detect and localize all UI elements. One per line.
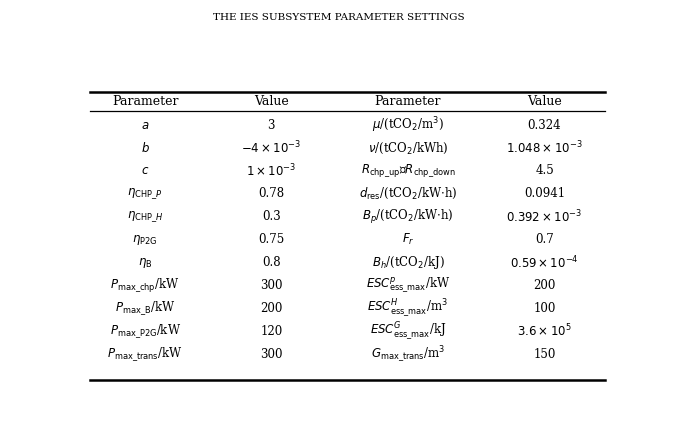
Text: Value: Value <box>254 95 289 108</box>
Text: Parameter: Parameter <box>375 95 441 108</box>
Text: $3.6\times10^{5}$: $3.6\times10^{5}$ <box>517 323 572 340</box>
Text: $0.392\times10^{-3}$: $0.392\times10^{-3}$ <box>506 208 582 225</box>
Text: $1\times10^{-3}$: $1\times10^{-3}$ <box>246 163 296 179</box>
Text: $B_p$/(tCO$_2$/kW$\cdot$h): $B_p$/(tCO$_2$/kW$\cdot$h) <box>362 208 454 226</box>
Text: 120: 120 <box>260 325 283 338</box>
Text: $G_{\mathrm{max\_trans}}$/m$^3$: $G_{\mathrm{max\_trans}}$/m$^3$ <box>371 344 445 364</box>
Text: $\nu$/(tCO$_2$/kWh): $\nu$/(tCO$_2$/kWh) <box>367 140 448 156</box>
Text: 4.5: 4.5 <box>535 164 554 177</box>
Text: 200: 200 <box>534 279 556 292</box>
Text: $\eta_{\mathrm{P2G}}$: $\eta_{\mathrm{P2G}}$ <box>132 233 158 247</box>
Text: $ESC^{p}_{\mathrm{ess\_max}}$/kW: $ESC^{p}_{\mathrm{ess\_max}}$/kW <box>366 276 450 295</box>
Text: $ESC^{H}_{\mathrm{ess\_max}}$/m$^3$: $ESC^{H}_{\mathrm{ess\_max}}$/m$^3$ <box>367 298 448 320</box>
Text: $R_{\mathrm{chp\_up}}$、$R_{\mathrm{chp\_down}}$: $R_{\mathrm{chp\_up}}$、$R_{\mathrm{chp\_… <box>361 163 455 180</box>
Text: $0.59\times10^{-4}$: $0.59\times10^{-4}$ <box>510 254 579 271</box>
Text: $P_{\mathrm{max\_chp}}$/kW: $P_{\mathrm{max\_chp}}$/kW <box>111 276 180 295</box>
Text: Parameter: Parameter <box>112 95 178 108</box>
Text: 0.75: 0.75 <box>258 233 284 246</box>
Text: 300: 300 <box>260 348 283 361</box>
Text: $b$: $b$ <box>141 141 150 155</box>
Text: $a$: $a$ <box>141 119 149 132</box>
Text: Value: Value <box>527 95 562 108</box>
Text: $F_r$: $F_r$ <box>401 232 414 247</box>
Text: 3: 3 <box>268 119 275 132</box>
Text: $P_{\mathrm{max\_P2G}}$/kW: $P_{\mathrm{max\_P2G}}$/kW <box>110 323 181 341</box>
Text: 100: 100 <box>534 302 556 315</box>
Text: $\eta_{\mathrm{CHP\_}P}$: $\eta_{\mathrm{CHP\_}P}$ <box>127 187 163 201</box>
Text: 0.78: 0.78 <box>258 187 284 201</box>
Text: 300: 300 <box>260 279 283 292</box>
Text: $P_{\mathrm{max\_B}}$/kW: $P_{\mathrm{max\_B}}$/kW <box>115 300 176 317</box>
Text: 150: 150 <box>534 348 556 361</box>
Text: THE IES SUBSYSTEM PARAMETER SETTINGS: THE IES SUBSYSTEM PARAMETER SETTINGS <box>213 13 465 22</box>
Text: 0.8: 0.8 <box>262 256 281 269</box>
Text: 200: 200 <box>260 302 283 315</box>
Text: $c$: $c$ <box>141 164 149 177</box>
Text: 0.0941: 0.0941 <box>524 187 565 201</box>
Text: $\eta_{\mathrm{B}}$: $\eta_{\mathrm{B}}$ <box>138 255 153 269</box>
Text: $ESC^{G}_{\mathrm{ess\_max}}$/kJ: $ESC^{G}_{\mathrm{ess\_max}}$/kJ <box>370 320 446 342</box>
Text: $1.048\times10^{-3}$: $1.048\times10^{-3}$ <box>506 140 583 157</box>
Text: $P_{\mathrm{max\_trans}}$/kW: $P_{\mathrm{max\_trans}}$/kW <box>107 345 183 363</box>
Text: $B_h$/(tCO$_2$/kJ): $B_h$/(tCO$_2$/kJ) <box>372 254 444 271</box>
Text: 0.3: 0.3 <box>262 210 281 223</box>
Text: 0.7: 0.7 <box>535 233 554 246</box>
Text: $\mu$/(tCO$_2$/m$^3$): $\mu$/(tCO$_2$/m$^3$) <box>372 115 444 135</box>
Text: $d_{\mathrm{res}}$/(tCO$_2$/kW$\cdot$h): $d_{\mathrm{res}}$/(tCO$_2$/kW$\cdot$h) <box>359 186 457 201</box>
Text: 0.324: 0.324 <box>527 119 561 132</box>
Text: $\eta_{\mathrm{CHP\_}H}$: $\eta_{\mathrm{CHP\_}H}$ <box>127 209 163 224</box>
Text: $-4\times10^{-3}$: $-4\times10^{-3}$ <box>241 140 302 157</box>
